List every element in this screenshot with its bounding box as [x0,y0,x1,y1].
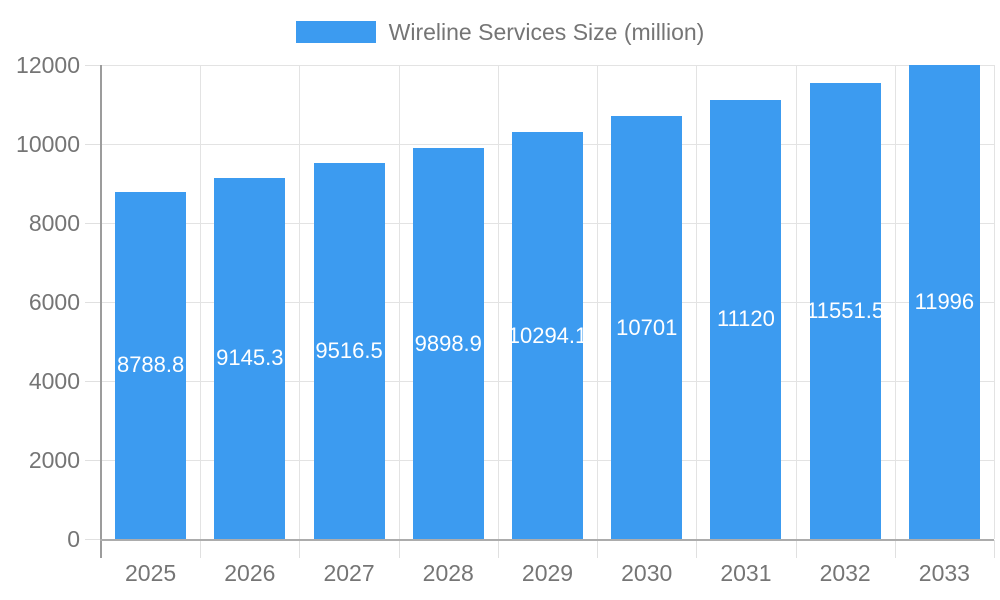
y-tick-label: 6000 [28,289,80,315]
gridline-vertical [597,65,598,539]
bar: 11996 [908,65,980,539]
bar-value-label: 11120 [716,306,775,332]
x-tick-label: 2025 [125,560,177,586]
y-tick-mark [85,223,101,224]
x-tick-mark [696,540,698,558]
x-tick-mark [597,540,599,558]
y-tick-label: 2000 [28,447,80,473]
gridline-vertical [895,65,896,539]
bar-value-label: 11551.5 [809,297,881,323]
x-tick-label: 2030 [621,560,673,586]
y-tick-mark [85,539,101,540]
x-tick-mark [200,540,202,558]
legend[interactable]: Wireline Services Size (million) [0,18,1000,45]
x-tick-label: 2028 [422,560,474,586]
bar: 8788.8 [115,191,187,539]
bar-value-label: 9516.5 [315,338,383,364]
gridline-vertical [994,65,995,539]
x-tick-mark [795,540,797,558]
bar-value-label: 9898.9 [414,330,482,356]
y-tick-label: 8000 [28,210,80,236]
y-axis-line [100,65,102,558]
y-tick-label: 0 [67,526,80,552]
gridline-horizontal [101,65,994,66]
x-tick-label: 2029 [521,560,574,586]
y-tick-mark [85,144,101,145]
bar: 9516.5 [313,163,385,539]
x-tick-label: 2026 [224,560,276,586]
bar-value-label: 10294.1 [512,322,583,348]
x-tick-mark [894,540,896,558]
bar: 11551.5 [809,82,881,539]
x-tick-label: 2031 [720,560,772,586]
x-tick-label: 2033 [918,560,970,586]
y-tick-mark [85,460,101,461]
x-tick-mark [299,540,301,558]
bar-value-label: 11996 [914,289,975,315]
legend-label: Wireline Services Size (million) [388,18,705,45]
bar: 9898.9 [412,148,484,539]
gridline-vertical [399,65,400,539]
bar: 11120 [710,99,782,539]
bar: 9145.3 [214,177,286,539]
x-tick-mark [994,540,995,558]
gridline-vertical [200,65,201,539]
x-axis-line [100,539,994,541]
y-tick-mark [85,302,101,303]
y-tick-label: 12000 [16,52,80,78]
y-tick-label: 10000 [16,131,80,157]
x-tick-mark [497,540,499,558]
x-tick-mark [398,540,400,558]
plot-area: 8788.8 9145.3 9516.5 9898.9 10294.1 10701 1112… [101,65,995,539]
y-tick-mark [85,381,101,382]
bar: 10294.1 [512,132,583,539]
y-tick-label: 4000 [28,368,80,394]
bar-value-label: 8788.8 [116,352,185,378]
gridline-vertical [299,65,300,539]
gridline-vertical [796,65,797,539]
y-tick-mark [85,65,101,66]
bar-value-label: 9145.3 [216,345,284,371]
bar-value-label: 10701 [616,314,678,340]
bar: 10701 [611,116,683,539]
gridline-vertical [498,65,499,539]
gridline-vertical [696,65,697,539]
x-tick-label: 2027 [323,560,375,586]
x-tick-label: 2032 [819,560,871,586]
legend-swatch-icon [295,21,376,43]
